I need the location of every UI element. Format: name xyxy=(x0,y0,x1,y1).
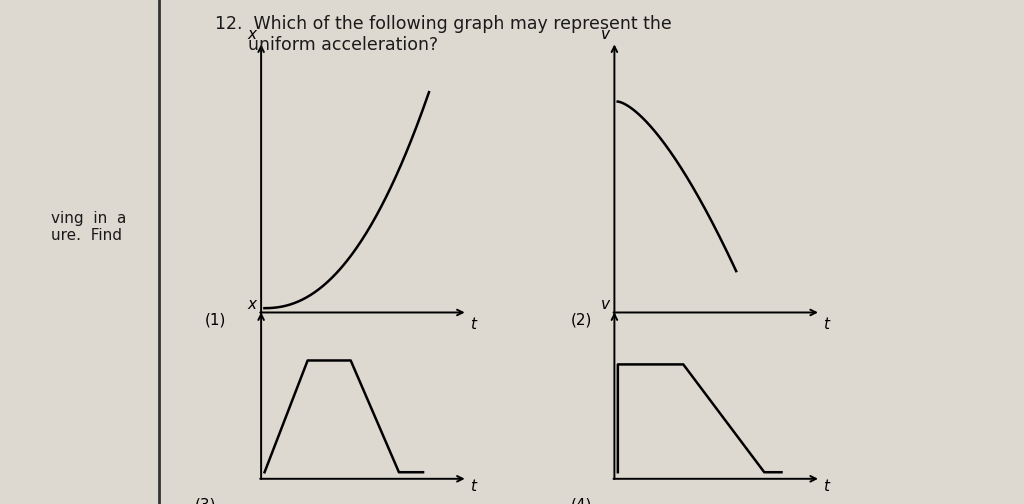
Text: (4): (4) xyxy=(570,497,592,504)
Text: (3): (3) xyxy=(196,497,216,504)
Text: v: v xyxy=(601,297,609,312)
Text: 12.  Which of the following graph may represent the
      uniform acceleration?: 12. Which of the following graph may rep… xyxy=(215,15,672,54)
Text: x: x xyxy=(248,297,256,312)
Text: t: t xyxy=(470,317,476,332)
Text: t: t xyxy=(470,479,476,494)
Text: ving  in  a
ure.  Find: ving in a ure. Find xyxy=(51,211,127,243)
Text: t: t xyxy=(823,479,829,494)
Text: x: x xyxy=(248,27,256,42)
Text: t: t xyxy=(823,317,829,332)
Text: (2): (2) xyxy=(570,312,592,328)
Text: v: v xyxy=(601,27,609,42)
Text: (1): (1) xyxy=(205,312,225,328)
